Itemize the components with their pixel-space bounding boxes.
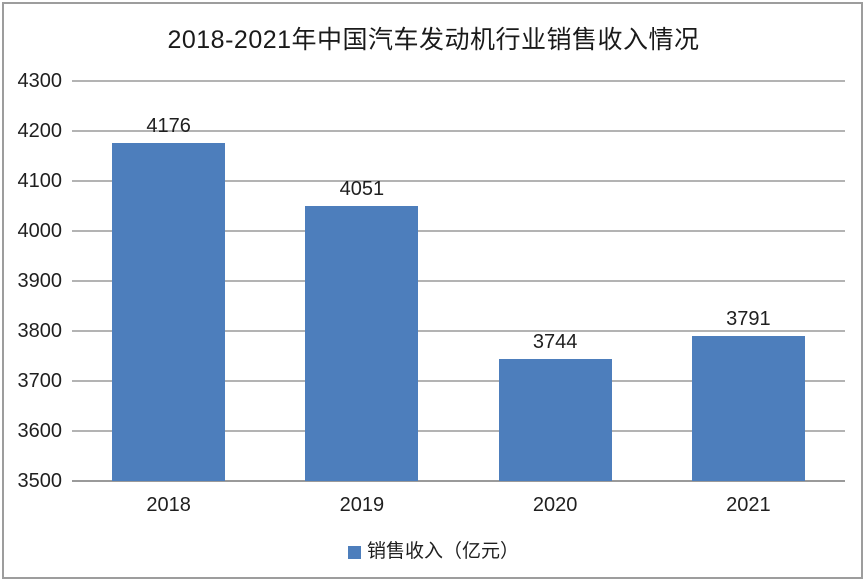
bar-value-label: 4051 [339,177,385,200]
x-axis-category-label: 2020 [532,494,578,516]
bar-2020 [498,359,612,481]
bar-value-label: 3744 [532,331,578,353]
bar-value-label: 4176 [146,115,191,137]
gridline [72,180,845,182]
y-axis-tick-label: 3800 [17,320,63,342]
y-axis-tick-label: 4000 [17,220,63,242]
y-axis-tick-label: 3900 [17,270,63,292]
y-axis-tick-label: 3700 [17,370,63,392]
bar-2019 [305,205,419,481]
legend-series-label: 销售收入（亿元） [366,541,519,562]
x-axis-line [72,480,845,482]
bar-2021 [691,335,805,481]
x-axis-category-label: 2018 [146,494,191,516]
gridline [72,430,845,432]
gridline [72,230,845,232]
bar-2018 [112,143,226,481]
y-axis-tick-label: 4100 [17,170,63,192]
y-axis-tick-label: 3500 [17,470,63,492]
y-axis-tick-label: 4300 [17,70,63,92]
legend: 销售收入（亿元） [0,542,867,562]
gridline [72,80,845,82]
bar-value-label: 3791 [726,307,771,330]
gridline [72,380,845,382]
y-axis-tick-label: 3600 [17,420,63,442]
legend-marker-swatch [347,545,361,559]
x-axis-category-label: 2019 [339,494,385,516]
gridline [72,130,845,132]
x-axis-category-label: 2021 [726,494,771,516]
chart-title: 2018-2021年中国汽车发动机行业销售收入情况 [167,26,700,54]
gridline [72,330,845,332]
y-axis-tick-label: 4200 [17,120,63,142]
gridline [72,280,845,282]
